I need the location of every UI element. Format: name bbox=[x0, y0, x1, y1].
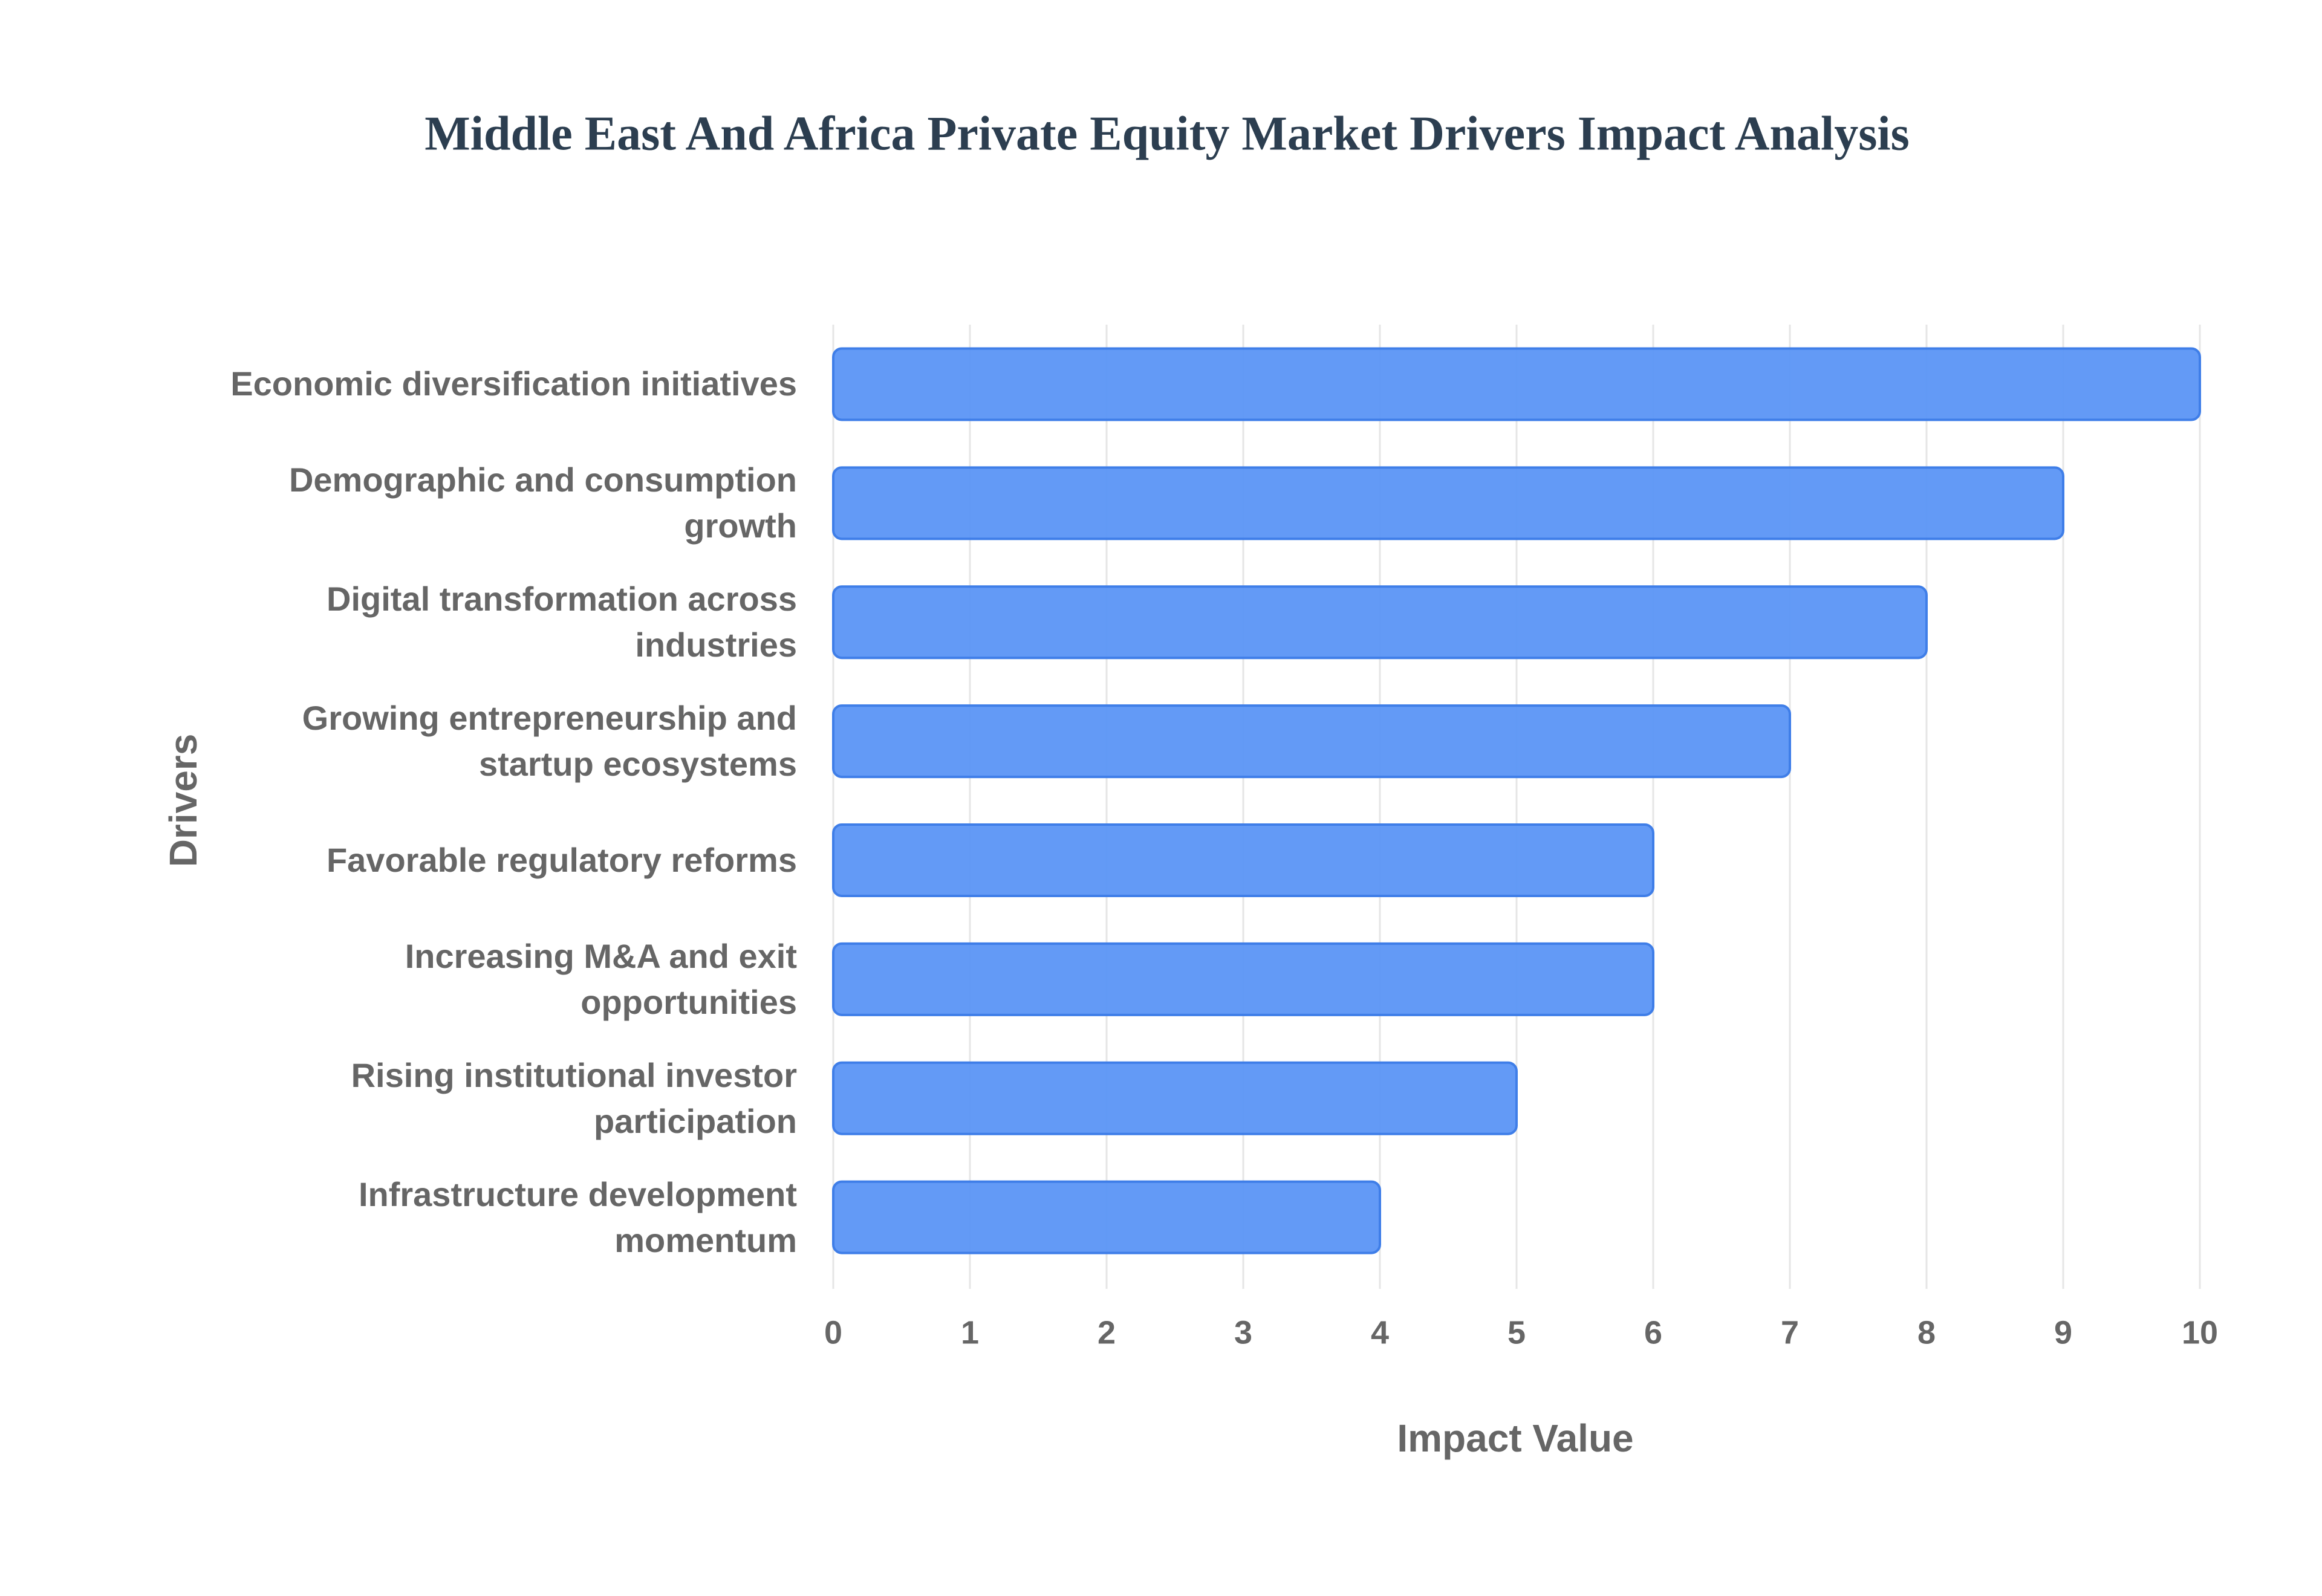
x-tick-label: 6 bbox=[1644, 1314, 1662, 1351]
y-tick-label: Growing entrepreneurship and startup eco… bbox=[302, 699, 797, 783]
bar bbox=[832, 466, 2064, 540]
x-tick-label: 10 bbox=[2182, 1314, 2218, 1351]
x-axis-label: Impact Value bbox=[1397, 1416, 1633, 1460]
x-tick-label: 4 bbox=[1371, 1314, 1389, 1351]
bar bbox=[832, 1061, 1518, 1135]
y-tick-label: Increasing M&A and exit opportunities bbox=[405, 936, 797, 1021]
chart-title: Middle East And Africa Private Equity Ma… bbox=[424, 107, 1909, 160]
bar bbox=[832, 347, 2201, 421]
y-tick-label: Economic diversification initiatives bbox=[230, 365, 797, 403]
x-tick-label: 9 bbox=[2054, 1314, 2072, 1351]
y-tick-label: Digital transformation across industries bbox=[327, 580, 797, 664]
y-axis-label: Drivers bbox=[161, 734, 205, 868]
bar bbox=[832, 942, 1654, 1016]
x-tick-label: 8 bbox=[1917, 1314, 1936, 1351]
x-tick-label: 0 bbox=[824, 1314, 842, 1351]
y-tick-label: Demographic and consumption growth bbox=[288, 461, 797, 545]
y-tick-label: Infrastructure development momentum bbox=[358, 1175, 797, 1259]
bar bbox=[832, 823, 1654, 897]
bar bbox=[832, 704, 1791, 779]
x-tick-label: 2 bbox=[1098, 1314, 1116, 1351]
x-tick-label: 7 bbox=[1781, 1314, 1799, 1351]
x-tick-label: 5 bbox=[1507, 1314, 1526, 1351]
bar bbox=[832, 1180, 1381, 1254]
x-tick-label: 1 bbox=[961, 1314, 979, 1351]
bar bbox=[832, 585, 1928, 660]
y-tick-label: Favorable regulatory reforms bbox=[326, 840, 797, 879]
y-tick-label: Rising institutional investor participat… bbox=[351, 1056, 797, 1140]
x-tick-label: 3 bbox=[1234, 1314, 1252, 1351]
